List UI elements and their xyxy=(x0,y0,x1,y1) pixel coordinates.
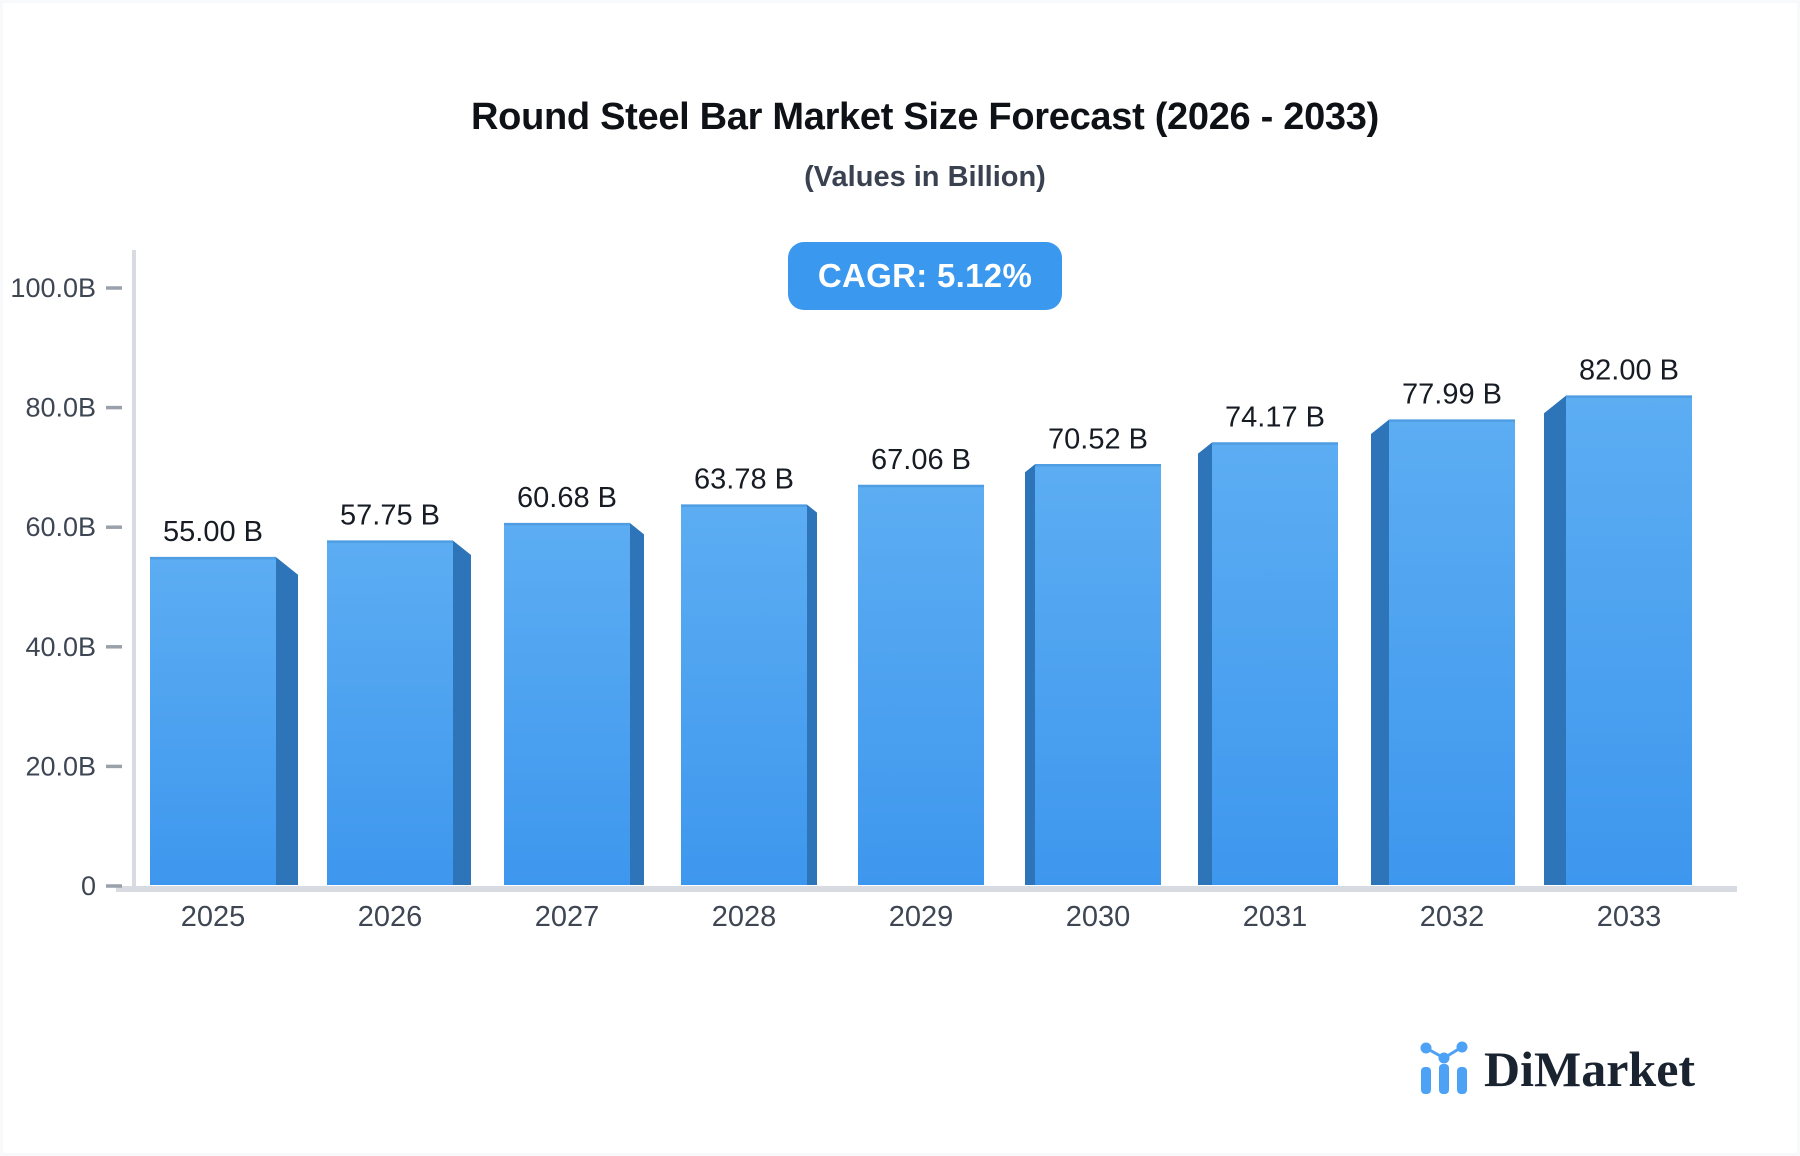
bar-value-label: 67.06 B xyxy=(871,444,971,476)
y-axis-label: 80.0B xyxy=(25,393,96,423)
bar-value-label: 60.68 B xyxy=(517,482,617,514)
bar-value-label: 74.17 B xyxy=(1225,401,1325,433)
bar-side-face xyxy=(807,504,817,885)
bar-side-face xyxy=(276,557,298,885)
x-axis-label: 2032 xyxy=(1420,901,1485,933)
chart-subtitle: (Values in Billion) xyxy=(804,161,1046,193)
y-axis-label: 60.0B xyxy=(25,512,96,542)
bar xyxy=(1035,464,1161,885)
x-axis-label: 2029 xyxy=(889,901,954,933)
bar-value-label: 82.00 B xyxy=(1579,355,1679,387)
x-axis-label: 2030 xyxy=(1066,901,1131,933)
chart-title: Round Steel Bar Market Size Forecast (20… xyxy=(471,96,1379,138)
bar xyxy=(1212,442,1338,885)
bar-value-label: 57.75 B xyxy=(340,500,440,532)
bar-value-label: 63.78 B xyxy=(694,464,794,496)
bar xyxy=(681,504,807,885)
brand-name: DiMarket xyxy=(1484,1041,1696,1097)
x-axis-label: 2031 xyxy=(1243,901,1308,933)
bar xyxy=(1566,395,1692,885)
x-axis-label: 2025 xyxy=(181,901,246,933)
bar xyxy=(1389,419,1515,885)
bar-side-face xyxy=(1198,442,1212,885)
bar xyxy=(504,523,630,885)
y-axis-label: 20.0B xyxy=(25,751,96,781)
bar-side-face xyxy=(630,523,644,885)
bar-chart-logo-icon xyxy=(1420,1041,1468,1094)
x-axis-label: 2026 xyxy=(358,901,423,933)
y-axis-label: 0 xyxy=(81,871,96,901)
y-axis-label: 40.0B xyxy=(25,632,96,662)
bar xyxy=(858,484,984,885)
x-axis-label: 2033 xyxy=(1597,901,1662,933)
x-axis-label: 2027 xyxy=(535,901,600,933)
bar-side-face xyxy=(1544,395,1566,885)
bar-value-label: 70.52 B xyxy=(1048,423,1148,455)
bar-side-face xyxy=(453,540,471,885)
bar xyxy=(150,557,276,885)
x-axis-label: 2028 xyxy=(712,901,777,933)
brand-logo: DiMarket xyxy=(1418,1036,1695,1096)
bar-side-face xyxy=(1371,419,1389,885)
chart-header: Round Steel Bar Market Size Forecast (20… xyxy=(50,0,1800,310)
bar-value-label: 55.00 B xyxy=(163,516,263,548)
cagr-badge: CAGR: 5.12% xyxy=(787,242,1063,310)
y-axis-label: 100.0B xyxy=(10,273,96,303)
bar-side-face xyxy=(1025,464,1035,885)
bar-value-label: 77.99 B xyxy=(1402,379,1502,411)
bar xyxy=(327,540,453,885)
